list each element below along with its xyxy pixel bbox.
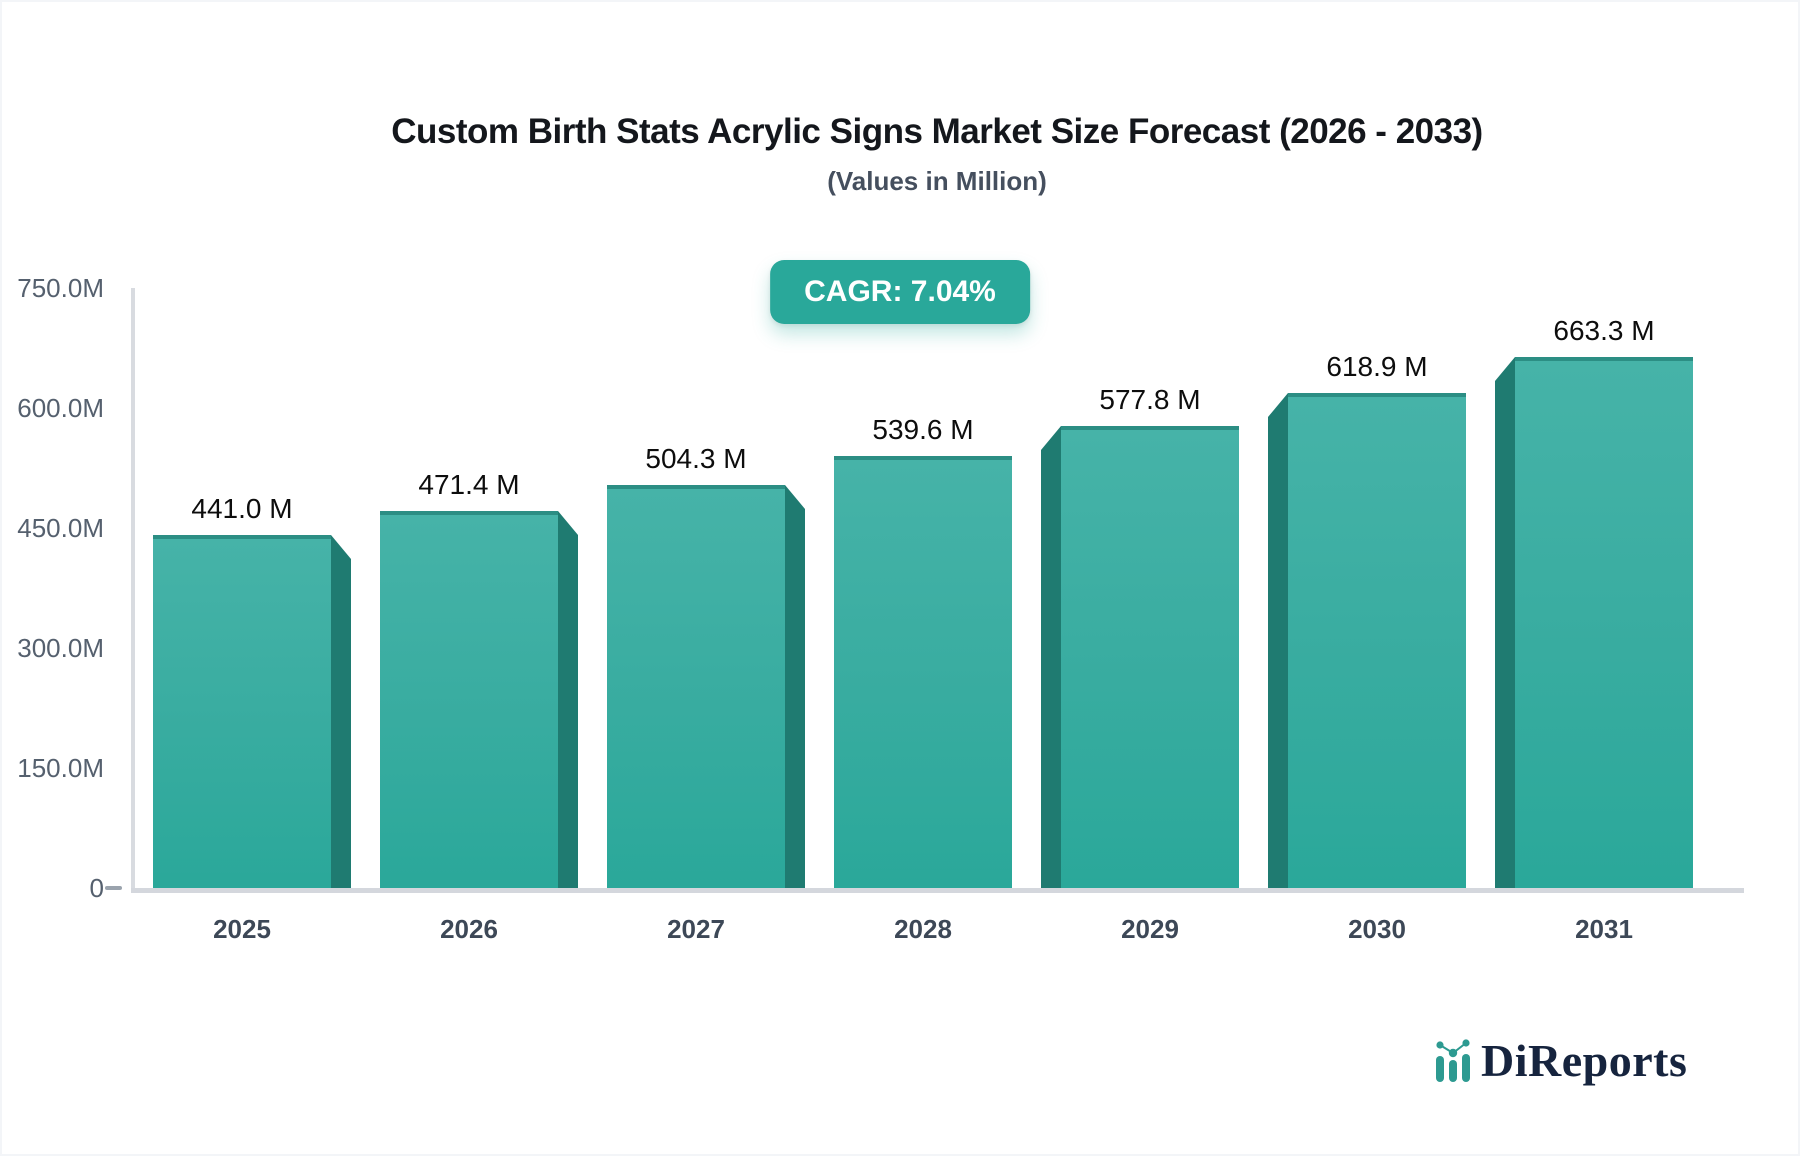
x-tick-label-2031: 2031: [1575, 914, 1633, 944]
zero-tick-mark: [105, 886, 122, 890]
y-tick-label: 150.0M: [17, 753, 104, 783]
bar-value-label: 577.8 M: [1099, 384, 1201, 415]
bar-value-label: 471.4 M: [418, 469, 520, 500]
bar-3d-side: [785, 485, 805, 888]
plot-area: 441.0 M 471.4 M 504.3 M 539.6 M 577.8 M 618.9…: [131, 288, 1744, 888]
bar-2028: [834, 456, 1012, 888]
y-tick-label: 300.0M: [17, 633, 104, 663]
x-tick-label-2026: 2026: [440, 914, 498, 944]
chart-subtitle: (Values in Million): [827, 166, 1047, 196]
bar-value-label: 441.0 M: [191, 493, 293, 524]
bar-2027: [607, 485, 785, 888]
bar-value-label: 539.6 M: [872, 414, 974, 445]
bar-3d-side: [1495, 357, 1515, 888]
cagr-badge: CAGR: 7.04%: [770, 260, 1030, 324]
bar-value-label: 618.9 M: [1326, 351, 1428, 382]
chart-title: Custom Birth Stats Acrylic Signs Market …: [391, 112, 1483, 151]
x-tick-label-2030: 2030: [1348, 914, 1406, 944]
y-tick-label: 600.0M: [17, 393, 104, 423]
brand-name: DiReports: [1481, 1034, 1688, 1086]
y-tick-label: 0: [89, 873, 104, 903]
x-tick-label-2029: 2029: [1121, 914, 1179, 944]
x-tick-label-2028: 2028: [894, 914, 952, 944]
bar-3d-side: [558, 511, 578, 888]
bar-3d-side: [1041, 426, 1061, 888]
bar-2030: [1288, 393, 1466, 888]
mini-bar-chart-logo-icon: [1436, 1039, 1470, 1082]
y-tick-label: 450.0M: [17, 513, 104, 543]
chart-header: Custom Birth Stats Acrylic Signs Market …: [132, 2, 1742, 197]
bar-2029: [1061, 426, 1239, 888]
y-tick-label: 750.0M: [17, 273, 104, 303]
bar-value-label: 504.3 M: [645, 443, 747, 474]
x-tick-label-2027: 2027: [667, 914, 725, 944]
bar-3d-side: [331, 535, 351, 888]
bar-2025: [153, 535, 331, 888]
x-axis-line: [131, 888, 1744, 893]
bar-value-label: 663.3 M: [1553, 315, 1655, 346]
bar-3d-side: [1268, 393, 1288, 888]
bar-2031: [1515, 357, 1693, 888]
brand-logo: DiReports: [1435, 1034, 1688, 1086]
y-axis-line: [131, 288, 135, 892]
x-tick-label-2025: 2025: [213, 914, 271, 944]
bar-2026: [380, 511, 558, 888]
